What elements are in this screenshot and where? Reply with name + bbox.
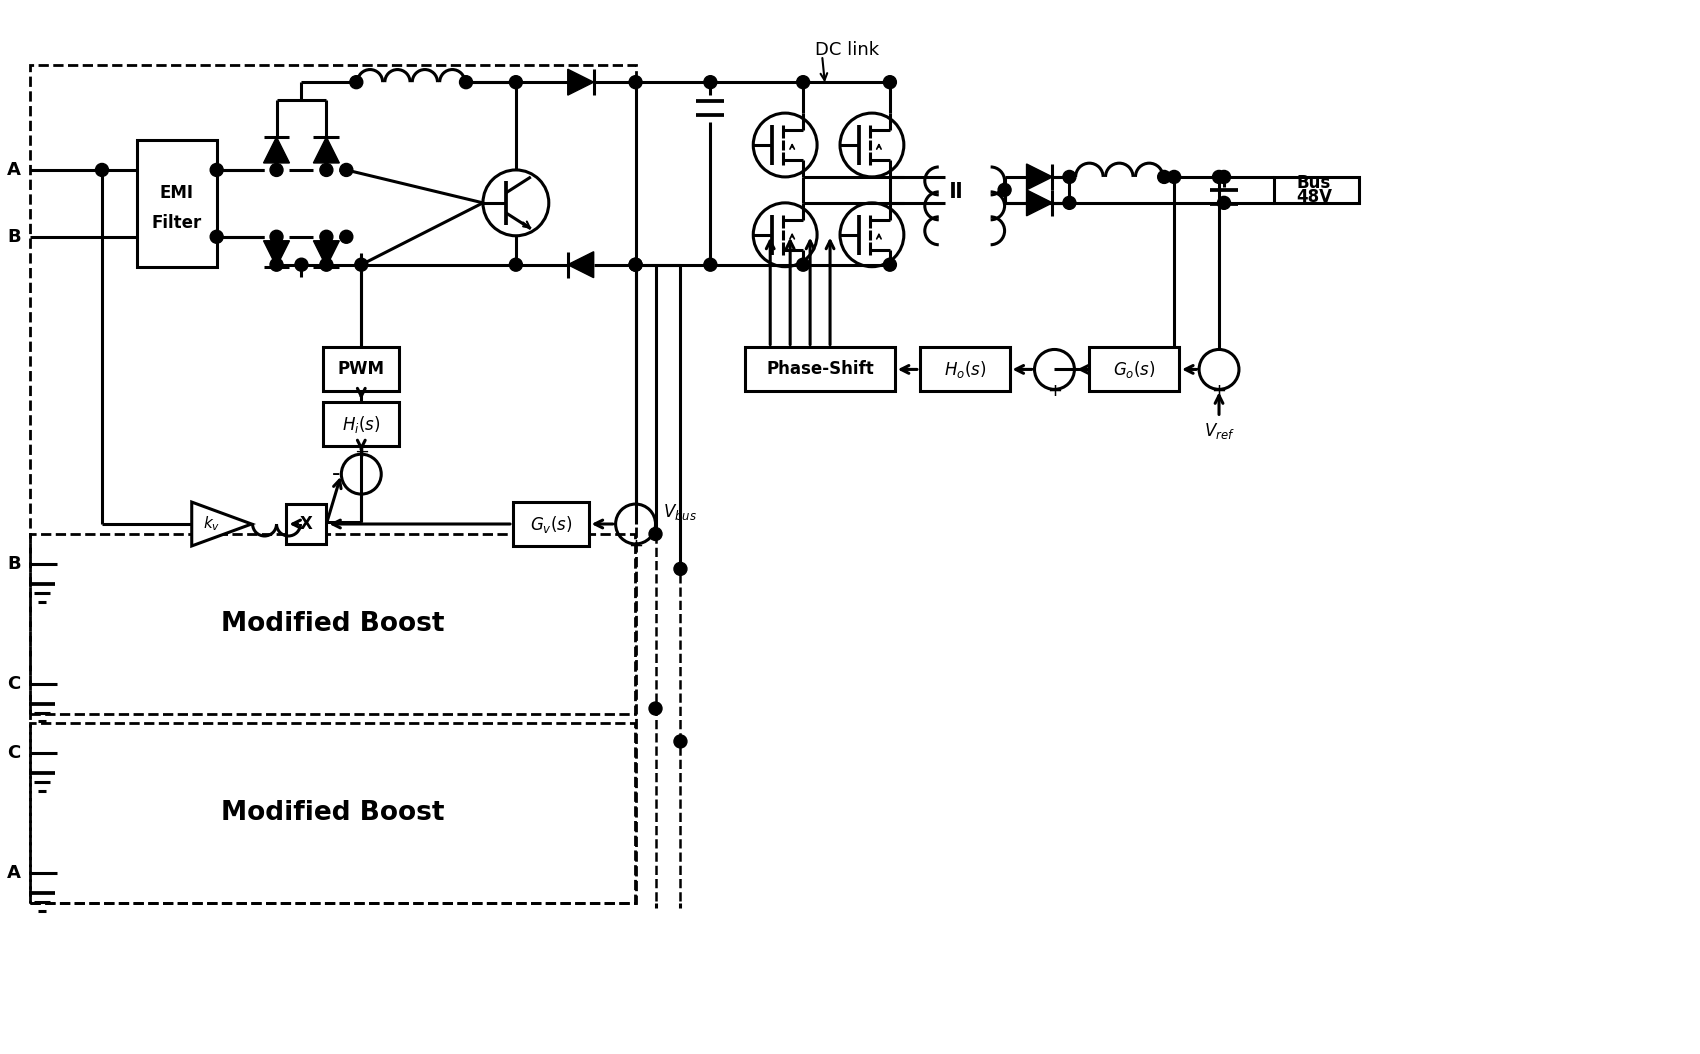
- Bar: [920, 348, 1010, 391]
- Text: Phase-Shift: Phase-Shift: [767, 360, 874, 378]
- Circle shape: [629, 76, 643, 89]
- Circle shape: [320, 163, 333, 176]
- Circle shape: [211, 230, 223, 243]
- Text: -: -: [1190, 357, 1198, 382]
- Text: B: B: [7, 228, 20, 246]
- Text: -: -: [607, 512, 615, 536]
- Text: $G_v(s)$: $G_v(s)$: [529, 513, 571, 534]
- Bar: [513, 502, 588, 546]
- Circle shape: [1062, 196, 1076, 210]
- Polygon shape: [313, 137, 340, 163]
- Circle shape: [998, 183, 1012, 196]
- Circle shape: [797, 258, 809, 271]
- Polygon shape: [313, 240, 340, 267]
- Text: C: C: [7, 675, 20, 692]
- Bar: [745, 348, 894, 391]
- Text: +: +: [627, 536, 643, 555]
- Polygon shape: [568, 70, 593, 95]
- Circle shape: [673, 563, 687, 575]
- Circle shape: [1217, 196, 1231, 210]
- Text: PWM: PWM: [338, 360, 384, 378]
- Circle shape: [510, 76, 522, 89]
- Circle shape: [1217, 171, 1231, 183]
- Circle shape: [1212, 171, 1226, 183]
- Circle shape: [270, 230, 282, 243]
- Text: -: -: [332, 462, 340, 486]
- Circle shape: [510, 258, 522, 271]
- Text: +: +: [1212, 383, 1226, 401]
- Circle shape: [320, 258, 333, 271]
- Text: B: B: [7, 554, 20, 573]
- Circle shape: [649, 702, 661, 715]
- Bar: [31, 723, 634, 903]
- Text: $k_v$: $k_v$: [202, 514, 221, 533]
- Circle shape: [355, 258, 367, 271]
- Bar: [287, 504, 326, 544]
- Text: A: A: [7, 161, 20, 179]
- Text: -: -: [1027, 357, 1035, 382]
- Text: $H_o(s)$: $H_o(s)$: [944, 359, 986, 379]
- Text: C: C: [7, 744, 20, 762]
- Polygon shape: [1027, 164, 1052, 190]
- Circle shape: [797, 76, 809, 89]
- Circle shape: [1158, 171, 1171, 183]
- Text: +: +: [1047, 383, 1062, 401]
- Circle shape: [629, 258, 643, 271]
- Text: EMI: EMI: [160, 184, 194, 202]
- Circle shape: [340, 163, 354, 176]
- Text: $G_o(s)$: $G_o(s)$: [1114, 359, 1156, 379]
- Circle shape: [340, 230, 354, 243]
- Circle shape: [270, 258, 282, 271]
- Circle shape: [270, 163, 282, 176]
- Circle shape: [350, 76, 362, 89]
- Bar: [323, 403, 400, 446]
- Text: +: +: [354, 443, 369, 462]
- Text: X: X: [299, 515, 313, 533]
- Bar: [31, 65, 636, 903]
- Circle shape: [296, 258, 308, 271]
- Bar: [1090, 348, 1180, 391]
- Text: Modified Boost: Modified Boost: [221, 610, 444, 637]
- Bar: [323, 348, 400, 391]
- Circle shape: [704, 258, 717, 271]
- Circle shape: [629, 258, 643, 271]
- Polygon shape: [1027, 190, 1052, 216]
- Bar: [31, 534, 634, 714]
- Text: $V_{bus}$: $V_{bus}$: [663, 502, 697, 522]
- Text: A: A: [7, 864, 20, 882]
- Circle shape: [1062, 171, 1076, 183]
- Text: DC link: DC link: [814, 41, 879, 59]
- Circle shape: [704, 76, 717, 89]
- Circle shape: [320, 230, 333, 243]
- Text: 48V: 48V: [1295, 188, 1331, 206]
- Circle shape: [1168, 171, 1180, 183]
- Circle shape: [459, 76, 473, 89]
- Text: Modified Boost: Modified Boost: [221, 800, 444, 826]
- Text: Bus: Bus: [1297, 174, 1331, 192]
- Circle shape: [673, 735, 687, 748]
- Polygon shape: [568, 252, 593, 277]
- Circle shape: [95, 163, 109, 176]
- Text: $V_{ref}$: $V_{ref}$: [1204, 422, 1234, 442]
- Polygon shape: [192, 502, 252, 546]
- Polygon shape: [264, 240, 289, 267]
- Circle shape: [211, 163, 223, 176]
- Circle shape: [649, 527, 661, 541]
- Circle shape: [884, 76, 896, 89]
- Bar: [138, 140, 216, 267]
- Text: Filter: Filter: [151, 214, 202, 232]
- Text: $H_i(s)$: $H_i(s)$: [342, 414, 381, 434]
- Circle shape: [884, 258, 896, 271]
- Polygon shape: [264, 137, 289, 163]
- Bar: [1273, 177, 1358, 202]
